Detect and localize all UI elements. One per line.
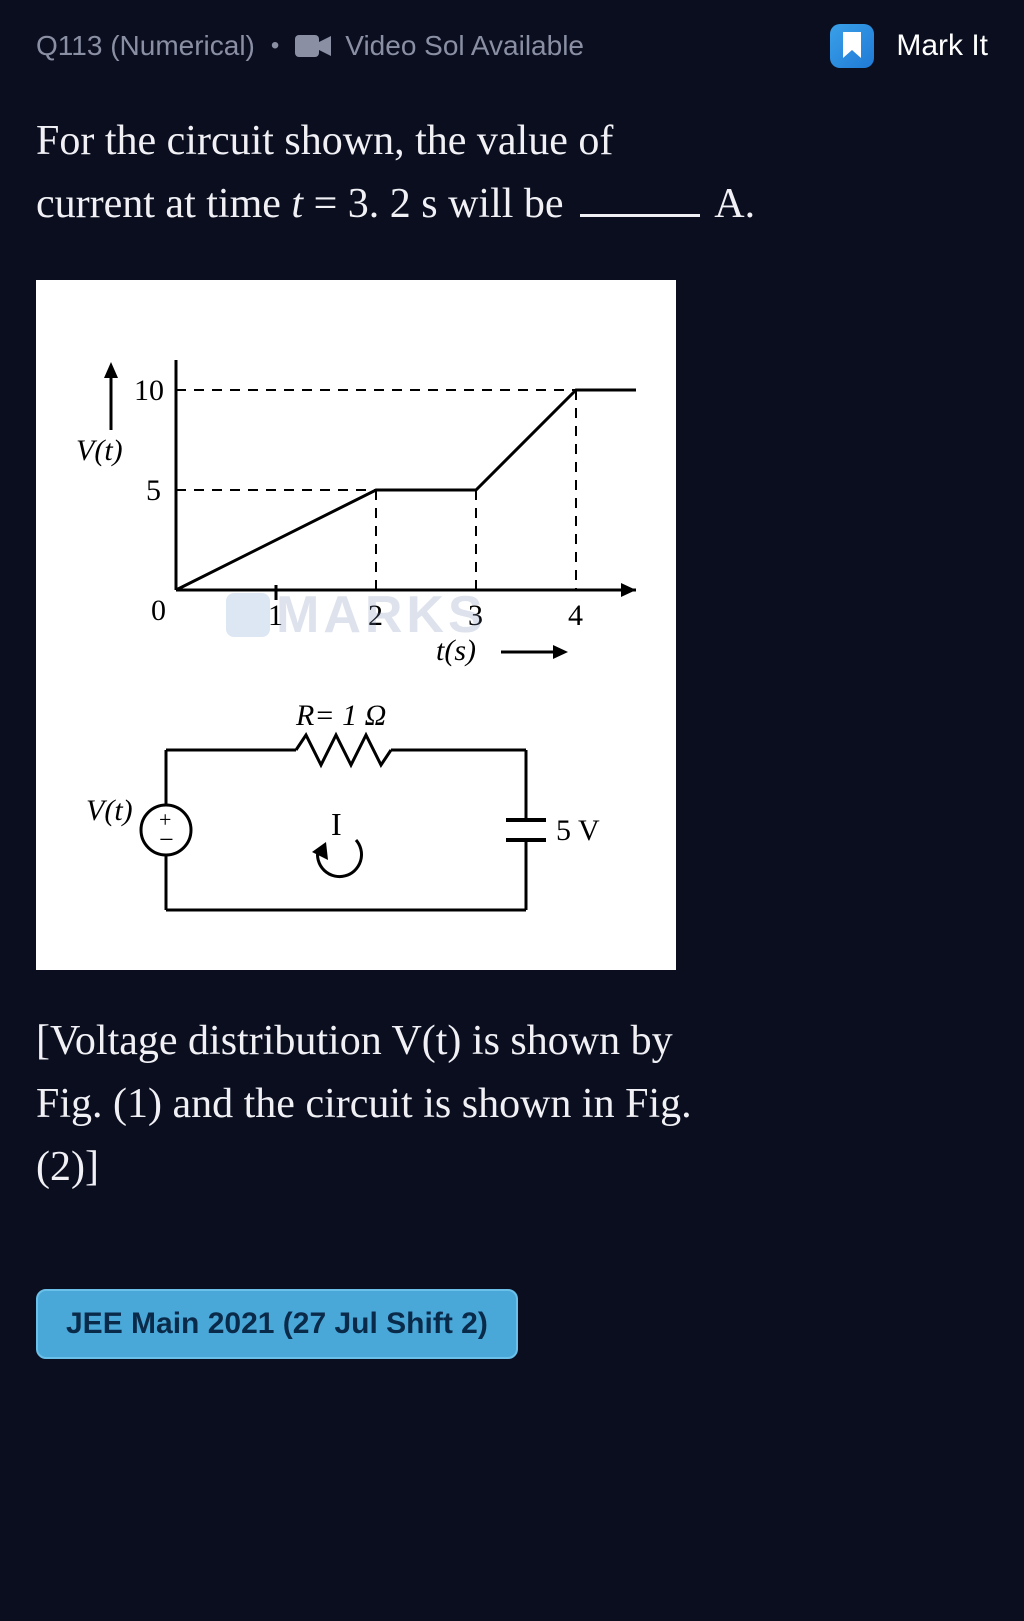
question-number: Q113 (Numerical) [36, 30, 255, 62]
ytick-0: 0 [151, 594, 166, 627]
exam-tag[interactable]: JEE Main 2021 (27 Jul Shift 2) [36, 1289, 518, 1359]
post-line2: Fig. (1) and the circuit is shown in Fig… [36, 1073, 988, 1136]
ytick-5: 5 [146, 474, 161, 507]
watermark-icon [226, 593, 270, 637]
capacitor-label: 5 V [556, 814, 600, 847]
watermark-text: MARKS [276, 585, 487, 645]
exam-tag-label: JEE Main 2021 (27 Jul Shift 2) [66, 1307, 488, 1340]
watermark: MARKS [226, 585, 487, 645]
svg-text:−: − [159, 825, 174, 854]
video-available-label: Video Sol Available [345, 30, 584, 62]
loop-current-label: I [331, 806, 342, 842]
question-line2: current at time t = 3. 2 s will be A. [36, 173, 988, 236]
separator-dot: • [271, 32, 279, 60]
post-line1: [Voltage distribution V(t) is shown by [36, 1010, 988, 1073]
question-line1: For the circuit shown, the value of [36, 110, 988, 173]
mark-it-label[interactable]: Mark It [896, 29, 988, 63]
question-header: Q113 (Numerical) • Video Sol Available M… [0, 0, 1024, 80]
xtick-4: 4 [568, 599, 583, 632]
question-text: For the circuit shown, the value of curr… [0, 80, 1024, 260]
bookmark-button[interactable] [830, 24, 874, 68]
post-figure-text: [Voltage distribution V(t) is shown by F… [0, 970, 1024, 1199]
y-axis-label: V(t) [76, 434, 123, 467]
video-icon [295, 33, 333, 59]
answer-blank [580, 214, 700, 217]
resistor-label: R= 1 Ω [295, 699, 386, 732]
source-label: V(t) [86, 794, 133, 827]
post-line3: (2)] [36, 1136, 988, 1199]
bookmark-icon [841, 32, 863, 60]
ytick-10: 10 [134, 374, 164, 407]
figure-container: MARKS 10 5 0 [36, 280, 676, 970]
